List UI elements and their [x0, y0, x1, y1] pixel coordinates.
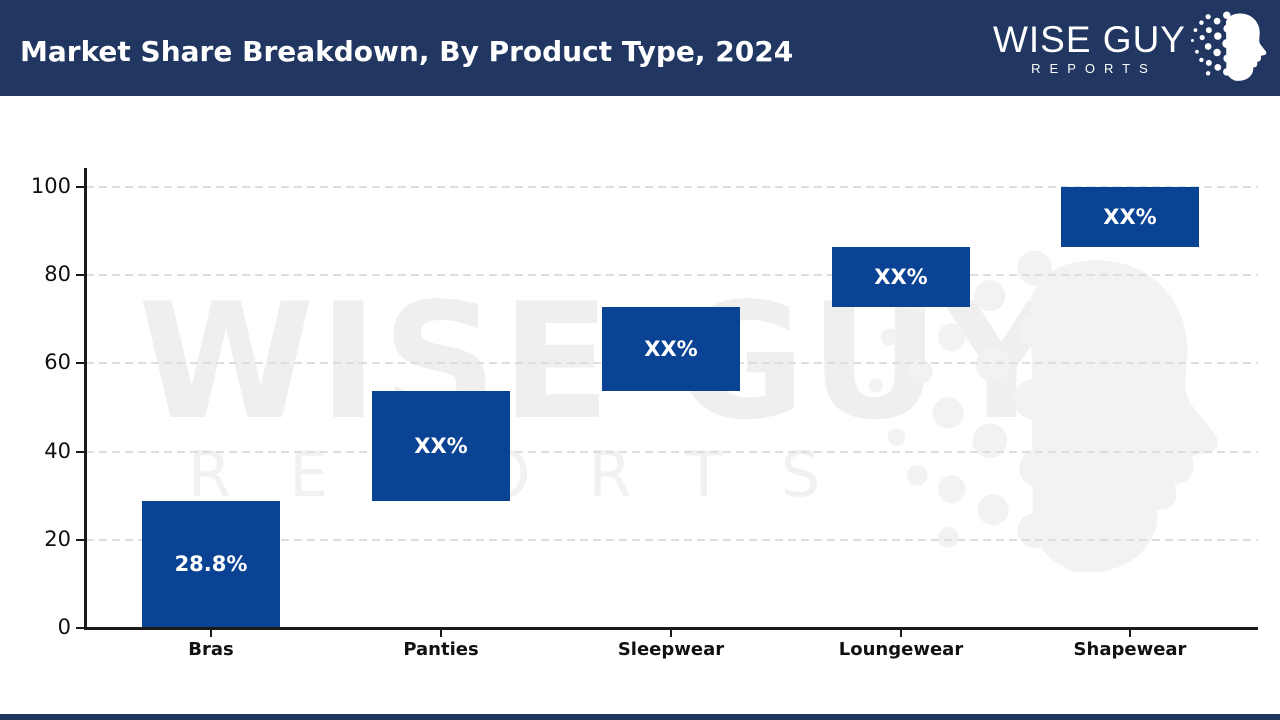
page-title: Market Share Breakdown, By Product Type,…: [20, 35, 794, 68]
x-tick-label-bras: Bras: [188, 639, 234, 660]
x-tick-label-loungewear: Loungewear: [838, 639, 964, 660]
bar-shapewear: XX%: [1061, 187, 1199, 248]
x-tick-label-sleepwear: Sleepwear: [617, 639, 725, 660]
logo-face-icon: [1190, 11, 1267, 81]
x-tick-mark: [440, 629, 442, 637]
bar-panties: XX%: [372, 391, 510, 501]
y-tick-label: 60: [44, 350, 71, 375]
y-tick-label: 100: [30, 174, 71, 198]
y-tick-label: 40: [44, 438, 71, 463]
x-tick-label-shapewear: Shapewear: [1073, 639, 1187, 660]
logo-wordmark-line1: WISE GUY: [992, 19, 1186, 60]
y-tick-mark: [76, 186, 84, 188]
bar-loungewear: XX%: [832, 247, 970, 308]
y-tick-label: 0: [57, 615, 71, 639]
bar-bras: 28.8%: [142, 500, 280, 628]
gridline-80: [86, 274, 1258, 277]
y-tick-mark: [76, 362, 84, 365]
x-tick-mark: [900, 629, 902, 637]
y-tick-mark: [76, 627, 84, 629]
footer-strip: [0, 714, 1280, 720]
bar-sleepwear: XX%: [602, 307, 740, 392]
y-tick-mark: [76, 274, 84, 277]
y-tick-label: 20: [44, 526, 71, 551]
header-bar: Market Share Breakdown, By Product Type,…: [0, 0, 1280, 96]
y-tick-label: 80: [44, 262, 71, 287]
logo-wordmark: WISE GUY REPORTS: [993, 21, 1186, 75]
x-tick-mark: [210, 629, 212, 637]
gridline-100: [86, 186, 1258, 188]
x-tick-label-panties: Panties: [403, 639, 479, 660]
y-tick-mark: [76, 538, 84, 541]
gridline-40: [86, 450, 1258, 453]
x-tick-mark: [1129, 629, 1131, 637]
bar-value-label: 28.8%: [174, 552, 248, 577]
gridline-20: [86, 538, 1258, 541]
bar-value-label: XX%: [874, 265, 928, 290]
bar-value-label: XX%: [414, 434, 468, 459]
bar-value-label: XX%: [1103, 205, 1157, 230]
x-tick-mark: [670, 629, 672, 637]
x-axis: [84, 627, 1258, 630]
y-axis: [84, 168, 87, 630]
brand-logo: WISE GUY REPORTS: [993, 6, 1270, 90]
y-tick-mark: [76, 450, 84, 453]
bar-value-label: XX%: [644, 337, 698, 362]
logo-wordmark-line2: REPORTS: [1031, 61, 1157, 76]
